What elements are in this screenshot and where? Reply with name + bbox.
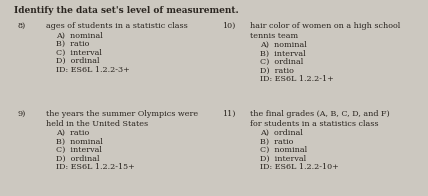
Text: ages of students in a statistic class: ages of students in a statistic class xyxy=(46,22,188,30)
Text: the final grades (A, B, C, D, and F): the final grades (A, B, C, D, and F) xyxy=(250,110,390,118)
Text: D)  ordinal: D) ordinal xyxy=(56,57,99,65)
Text: ID: ES6L 1.2.2-15+: ID: ES6L 1.2.2-15+ xyxy=(56,163,135,171)
Text: D)  interval: D) interval xyxy=(260,154,306,162)
Text: A)  nominal: A) nominal xyxy=(260,41,307,49)
Text: ID: ES6L 1.2.2-1+: ID: ES6L 1.2.2-1+ xyxy=(260,75,334,83)
Text: C)  interval: C) interval xyxy=(56,48,102,56)
Text: C)  interval: C) interval xyxy=(56,146,102,154)
Text: 10): 10) xyxy=(222,22,235,30)
Text: 8): 8) xyxy=(18,22,26,30)
Text: D)  ordinal: D) ordinal xyxy=(56,154,99,162)
Text: ID: ES6L 1.2.2-10+: ID: ES6L 1.2.2-10+ xyxy=(260,163,339,171)
Text: 9): 9) xyxy=(18,110,27,118)
Text: the years the summer Olympics were: the years the summer Olympics were xyxy=(46,110,198,118)
Text: C)  ordinal: C) ordinal xyxy=(260,58,303,66)
Text: D)  ratio: D) ratio xyxy=(260,66,294,74)
Text: 11): 11) xyxy=(222,110,235,118)
Text: A)  nominal: A) nominal xyxy=(56,32,103,40)
Text: held in the United States: held in the United States xyxy=(46,120,148,128)
Text: Identify the data set's level of measurement.: Identify the data set's level of measure… xyxy=(14,6,239,15)
Text: A)  ordinal: A) ordinal xyxy=(260,129,303,137)
Text: C)  nominal: C) nominal xyxy=(260,146,307,154)
Text: B)  interval: B) interval xyxy=(260,50,306,57)
Text: ID: ES6L 1.2.2-3+: ID: ES6L 1.2.2-3+ xyxy=(56,65,130,74)
Text: hair color of women on a high school: hair color of women on a high school xyxy=(250,22,400,30)
Text: A)  ratio: A) ratio xyxy=(56,129,89,137)
Text: tennis team: tennis team xyxy=(250,32,298,40)
Text: B)  ratio: B) ratio xyxy=(260,138,293,145)
Text: B)  nominal: B) nominal xyxy=(56,138,103,145)
Text: B)  ratio: B) ratio xyxy=(56,40,89,48)
Text: for students in a statistics class: for students in a statistics class xyxy=(250,120,378,128)
